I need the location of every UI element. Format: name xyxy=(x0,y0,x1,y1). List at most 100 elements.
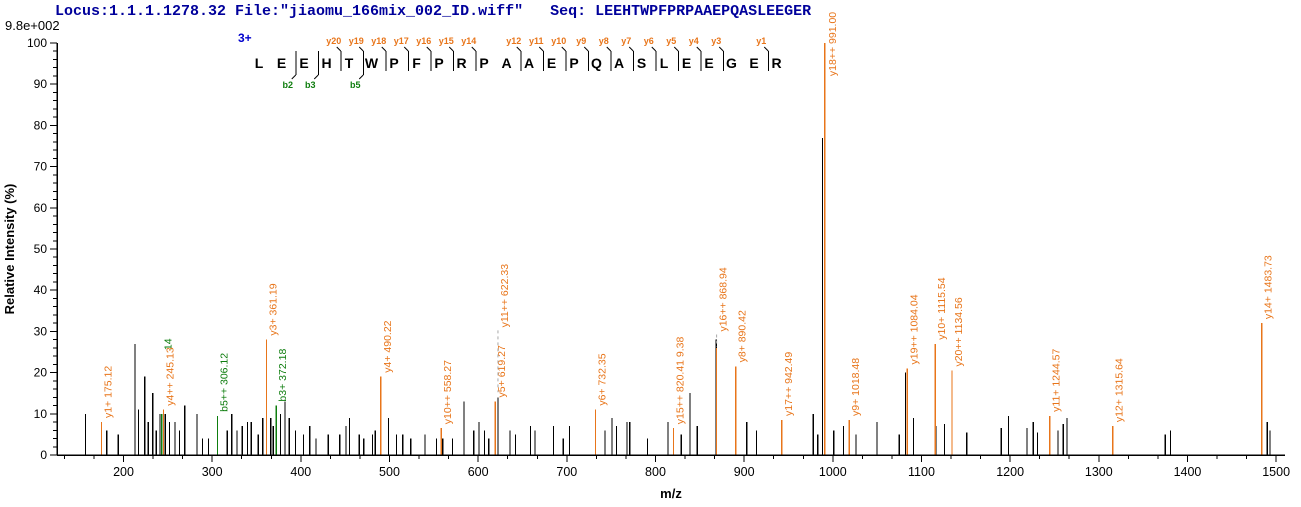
sequence-residue: E xyxy=(547,55,556,71)
peak-label: y19++ 1084.04 xyxy=(908,294,920,364)
y-ion-leader xyxy=(606,46,612,52)
b-ion-leader xyxy=(291,74,297,80)
peak-label: y6+ 732.35 xyxy=(597,353,609,405)
y-ion-label: y15 xyxy=(439,36,454,46)
sequence-residue: P xyxy=(479,55,488,71)
y-tick-label: 100 xyxy=(27,36,47,50)
sequence-residue: S xyxy=(637,55,646,71)
x-tick-label: 200 xyxy=(113,465,134,479)
y-ion-leader xyxy=(403,46,409,52)
y-ion-leader xyxy=(426,46,432,52)
peak-label: y17++ 942.49 xyxy=(783,352,795,416)
y-ion-leader xyxy=(651,46,657,52)
y-ion-label: y16 xyxy=(416,36,431,46)
y-ion-label: y20 xyxy=(326,36,341,46)
sequence-residue: H xyxy=(321,55,331,71)
x-tick-label: 1000 xyxy=(819,465,847,479)
b-ion-label: b5 xyxy=(350,80,361,90)
x-tick-label: 1400 xyxy=(1174,465,1202,479)
y-ion-leader xyxy=(516,46,522,52)
x-tick-label: 800 xyxy=(645,465,666,479)
y-ion-leader xyxy=(358,46,364,52)
sequence-residue: Q xyxy=(591,55,602,71)
y-ion-leader xyxy=(583,46,589,52)
sequence-residue: G xyxy=(726,55,737,71)
x-tick-label: 300 xyxy=(202,465,223,479)
sequence-residue: A xyxy=(501,55,511,71)
x-tick-label: 1100 xyxy=(908,465,935,479)
y-tick-label: 30 xyxy=(34,324,48,338)
y-ion-label: y7 xyxy=(621,36,631,46)
x-tick-label: 1200 xyxy=(996,465,1024,479)
sequence-residue: T xyxy=(345,55,354,71)
y-ion-label: y9 xyxy=(576,36,586,46)
sequence-residue: P xyxy=(434,55,443,71)
y-ion-leader xyxy=(628,46,634,52)
x-tick-label: 600 xyxy=(468,465,489,479)
sequence-residue: E xyxy=(277,55,286,71)
y-ion-leader xyxy=(471,46,477,52)
y-ion-label: y6 xyxy=(644,36,654,46)
sequence-residue: E xyxy=(749,55,758,71)
peak-label: y8+ 890.42 xyxy=(737,310,749,362)
y-ion-leader xyxy=(381,46,387,52)
peak-label: 14 xyxy=(163,338,175,350)
b-ion-leader xyxy=(358,74,364,80)
peak-label: y15++ 820.41 9.38 xyxy=(675,336,687,424)
peak-label: y3+ 361.19 xyxy=(267,283,279,335)
y-ion-leader xyxy=(336,46,342,52)
sequence-residue: L xyxy=(660,55,669,71)
y-ion-leader xyxy=(538,46,544,52)
peak-label: b3+ 372.18 xyxy=(277,349,289,402)
sequence-residue: R xyxy=(771,55,781,71)
y-ion-leader xyxy=(561,46,567,52)
peak-label: y5+ 619.27 xyxy=(496,345,508,397)
y-tick-label: 70 xyxy=(34,160,48,174)
y-ion-leader xyxy=(673,46,679,52)
peak-label: y18++ 991.00 xyxy=(827,12,839,76)
x-tick-label: 400 xyxy=(290,465,311,479)
y-axis-title: Relative Intensity (%) xyxy=(2,184,17,315)
y-ion-label: y5 xyxy=(666,36,676,46)
peak-label: y10+ 1115.54 xyxy=(936,277,948,340)
peak-label: y11+ 1244.57 xyxy=(1051,349,1063,412)
peak-label: y1+ 175.12 xyxy=(102,366,114,418)
b-ion-label: b3 xyxy=(305,80,316,90)
sequence-residue: R xyxy=(456,55,466,71)
y-tick-label: 20 xyxy=(34,366,48,380)
sequence-residue: W xyxy=(365,55,379,71)
y-ion-label: y8 xyxy=(599,36,609,46)
peak-label: y12+ 1315.64 xyxy=(1114,358,1126,422)
y-ion-leader xyxy=(718,46,724,52)
sequence-residue: A xyxy=(614,55,624,71)
b-ion-leader xyxy=(313,74,319,80)
peak-label: y10++ 558.27 xyxy=(442,360,454,424)
y-ion-leader xyxy=(448,46,454,52)
y-ion-label: y4 xyxy=(689,36,699,46)
y-ion-label: y19 xyxy=(349,36,364,46)
y-tick-label: 0 xyxy=(40,448,47,462)
locus-file-seq-title: Locus:1.1.1.1278.32 File:"jiaomu_166mix_… xyxy=(55,3,812,20)
peak-label: b5++ 306.12 xyxy=(219,353,231,412)
y-tick-label: 90 xyxy=(34,77,48,91)
y-tick-label: 40 xyxy=(34,283,48,297)
y-tick-label: 10 xyxy=(34,407,48,421)
peak-label: y20++ 1134.56 xyxy=(953,297,965,366)
peak-label: y9+ 1018.48 xyxy=(850,358,862,416)
x-tick-label: 1500 xyxy=(1262,465,1290,479)
y-ion-leader xyxy=(696,46,702,52)
x-axis-title: m/z xyxy=(660,486,682,501)
b-ion-label: b2 xyxy=(282,80,293,90)
y-tick-label: 80 xyxy=(34,118,48,132)
y-ion-label: y1 xyxy=(756,36,766,46)
base-peak-intensity-label: 9.8e+002 xyxy=(5,18,60,33)
y-tick-label: 50 xyxy=(34,242,48,256)
y-ion-label: y14 xyxy=(461,36,476,46)
y-ion-leader xyxy=(763,46,769,52)
sequence-residue: P xyxy=(569,55,578,71)
y-ion-label: y11 xyxy=(529,36,544,46)
y-ion-label: y18 xyxy=(371,36,386,46)
sequence-residue: F xyxy=(412,55,421,71)
x-tick-label: 1300 xyxy=(1085,465,1113,479)
